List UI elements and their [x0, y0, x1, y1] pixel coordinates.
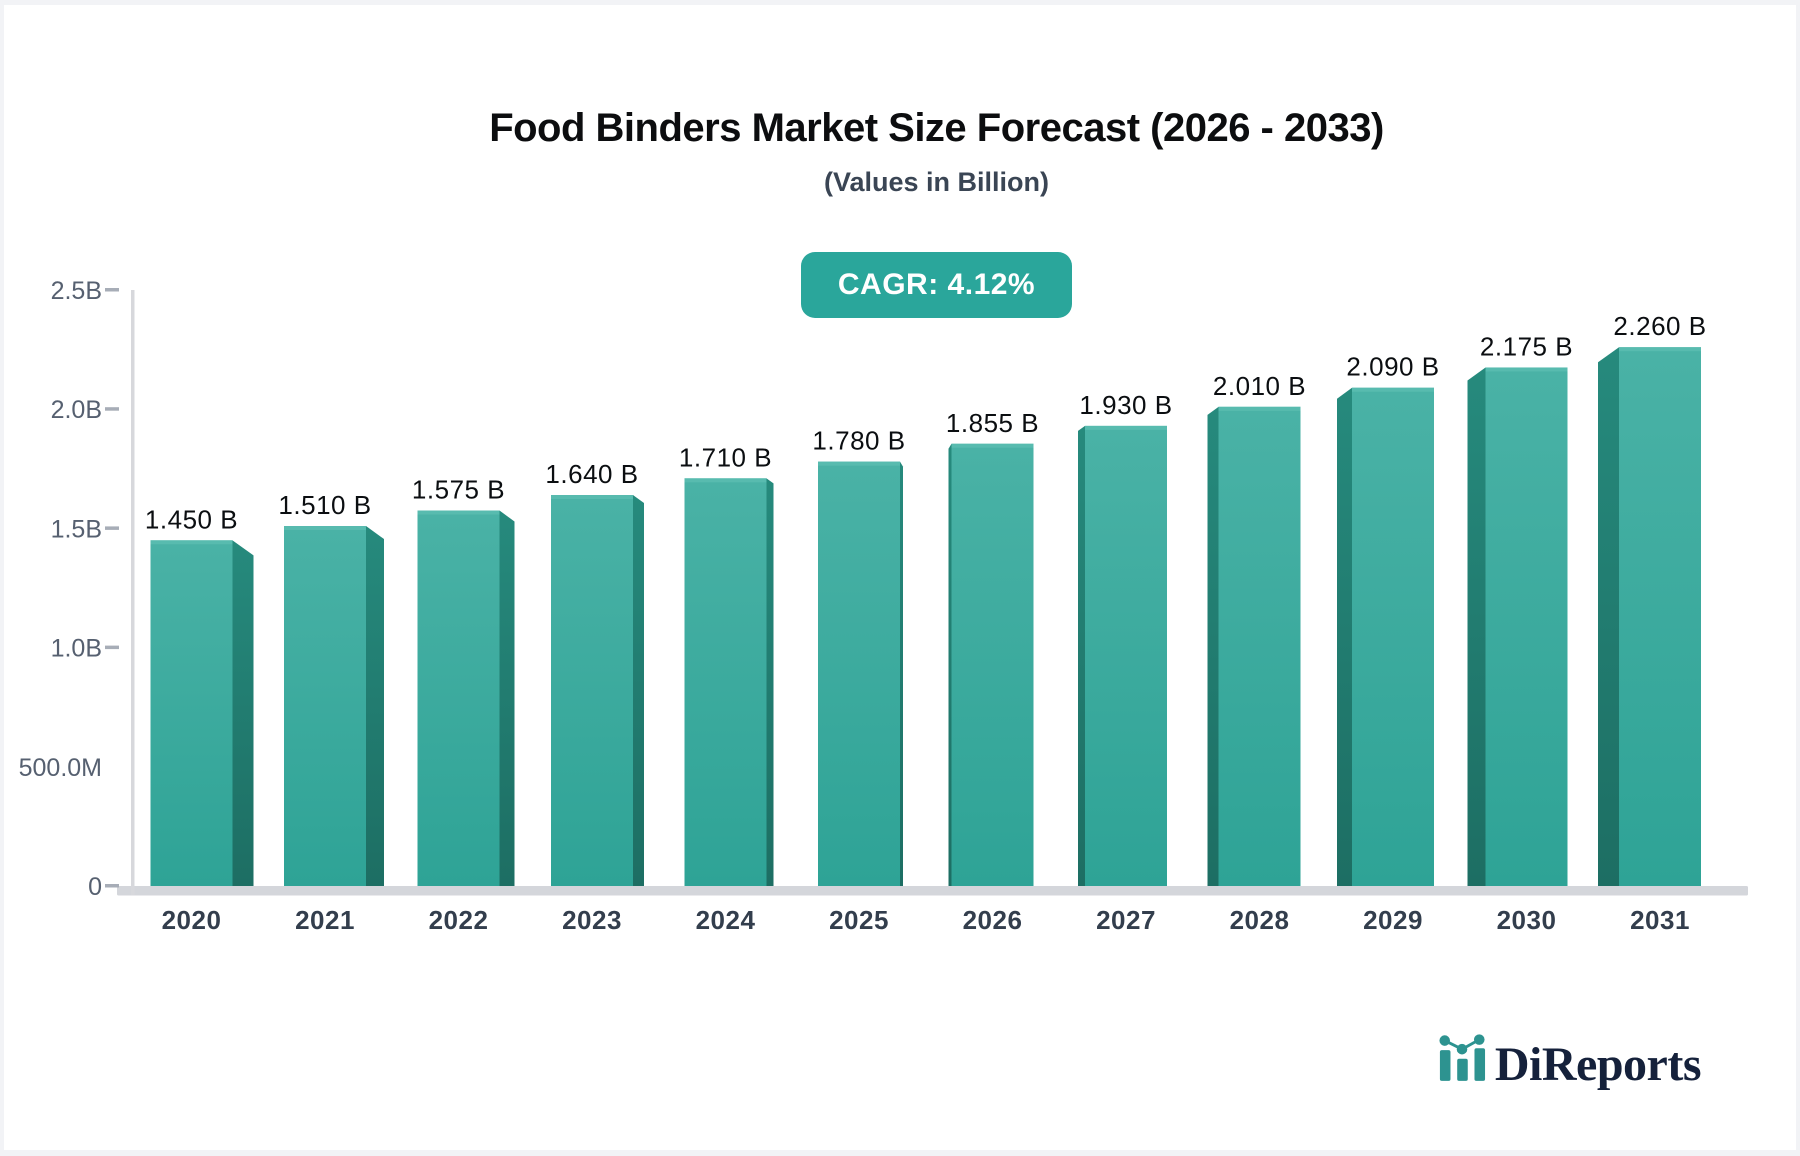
- bar-value-label: 1.575 B: [412, 475, 505, 505]
- bar-top-edge: [551, 495, 633, 500]
- bar-side-face: [366, 526, 384, 886]
- bar-front-face: [1218, 406, 1301, 886]
- bar-top-edge: [951, 443, 1034, 448]
- bar-2029[interactable]: [1337, 387, 1434, 886]
- bar-value-label: 1.930 B: [1079, 390, 1172, 420]
- bar-top-edge: [1485, 367, 1568, 372]
- bar-front-face: [818, 461, 900, 886]
- brand-logo[interactable]: DiReports: [1438, 1027, 1702, 1091]
- chart-header: Food Binders Market Size Forecast (2026 …: [77, 105, 1796, 198]
- y-tick-label: 2.5B: [51, 277, 102, 305]
- y-axis-line: [131, 290, 135, 895]
- x-axis-label-2024: 2024: [696, 905, 756, 935]
- bar-2031[interactable]: [1598, 347, 1701, 886]
- x-axis-label-2031: 2031: [1630, 905, 1690, 935]
- bar-2023[interactable]: [551, 495, 644, 886]
- x-axis-label-2023: 2023: [562, 905, 622, 935]
- x-axis-label-2025: 2025: [829, 905, 889, 935]
- bar-2026[interactable]: [948, 443, 1034, 886]
- cagr-badge-row: CAGR: 4.12%: [77, 252, 1796, 318]
- bar-value-label: 1.780 B: [812, 426, 905, 456]
- x-axis-label-2022: 2022: [429, 905, 489, 935]
- bar-side-face: [633, 495, 644, 886]
- bar-chart-logo-icon: [1439, 1034, 1485, 1081]
- bar-front-face: [150, 540, 233, 886]
- bar-side-face: [766, 478, 774, 886]
- bar-top-edge: [818, 461, 900, 466]
- bar-top-edge: [1218, 406, 1301, 411]
- bar-2022[interactable]: [417, 510, 515, 886]
- bar-side-face: [900, 461, 903, 886]
- y-tick-dash: [105, 407, 119, 411]
- y-tick-dash: [105, 288, 119, 292]
- bar-2028[interactable]: [1207, 406, 1301, 886]
- bar-front-face: [951, 443, 1034, 886]
- bar-value-label: 1.450 B: [145, 504, 238, 534]
- page-title: Food Binders Market Size Forecast (2026 …: [489, 106, 1384, 150]
- bar-side-face: [1337, 387, 1352, 886]
- x-axis-label-2028: 2028: [1230, 905, 1290, 935]
- bar-value-label: 2.260 B: [1613, 311, 1706, 341]
- bar-side-face: [1467, 367, 1486, 887]
- bar-front-face: [551, 495, 633, 886]
- bar-front-face: [1485, 367, 1568, 887]
- bar-side-face: [948, 443, 952, 886]
- bar-top-edge: [284, 526, 366, 531]
- y-tick-label: 0: [88, 873, 102, 901]
- x-axis-label-2030: 2030: [1497, 905, 1557, 935]
- y-tick-label: 1.5B: [51, 515, 102, 543]
- bar-side-face: [1598, 347, 1619, 886]
- bar-2030[interactable]: [1467, 367, 1568, 887]
- cagr-badge: CAGR: 4.12%: [800, 252, 1073, 318]
- y-tick-label: 1.0B: [51, 635, 102, 663]
- bar-2020[interactable]: [150, 540, 254, 886]
- logo-text: DiReports: [1494, 1037, 1702, 1091]
- bar-value-label: 1.640 B: [545, 459, 638, 489]
- bar-value-label: 2.175 B: [1480, 331, 1573, 361]
- x-axis-label-2021: 2021: [295, 905, 355, 935]
- y-tick-label: 500.0M: [19, 754, 102, 782]
- x-axis-label-2029: 2029: [1363, 905, 1423, 935]
- x-axis-baseline: [117, 886, 1748, 896]
- bar-top-edge: [1352, 387, 1434, 392]
- bar-top-edge: [684, 478, 767, 483]
- x-axis-label-2020: 2020: [162, 905, 222, 935]
- bar-side-face: [499, 510, 515, 886]
- bar-2021[interactable]: [284, 526, 384, 886]
- bar-side-face: [232, 540, 254, 886]
- bar-front-face: [1619, 347, 1701, 886]
- chart-subtitle: (Values in Billion): [823, 167, 1050, 197]
- bar-value-label: 2.010 B: [1213, 371, 1306, 401]
- bar-front-face: [417, 510, 500, 886]
- y-tick-dash: [105, 526, 119, 530]
- bar-top-edge: [417, 510, 500, 515]
- bar-2027[interactable]: [1078, 425, 1167, 886]
- bar-front-face: [1085, 425, 1167, 886]
- y-tick-dash: [105, 645, 119, 650]
- bar-value-label: 1.510 B: [278, 490, 371, 520]
- bar-top-edge: [150, 540, 233, 545]
- y-tick-dash: [105, 884, 119, 888]
- bar-2025[interactable]: [818, 461, 903, 886]
- x-axis-label-2027: 2027: [1096, 905, 1156, 935]
- bar-side-face: [1207, 406, 1219, 886]
- bar-front-face: [684, 478, 767, 886]
- bar-top-edge: [1619, 347, 1701, 352]
- y-tick-label: 2.0B: [51, 396, 102, 424]
- bar-value-label: 1.855 B: [946, 408, 1039, 438]
- bar-top-edge: [1085, 425, 1167, 430]
- bar-side-face: [1078, 425, 1085, 886]
- bar-value-label: 1.710 B: [679, 442, 772, 472]
- x-axis-label-2026: 2026: [963, 905, 1023, 935]
- bar-front-face: [1352, 387, 1434, 886]
- chart-card: Food Binders Market Size Forecast (2026 …: [4, 5, 1796, 1150]
- bar-front-face: [284, 526, 366, 886]
- bar-value-label: 2.090 B: [1346, 352, 1439, 382]
- bar-chart: 2.5B 2.0B 1.5B 1.0B 500.0M 0 1.450 B 2020 1.510 …: [19, 277, 1748, 935]
- bar-2024[interactable]: [684, 478, 774, 886]
